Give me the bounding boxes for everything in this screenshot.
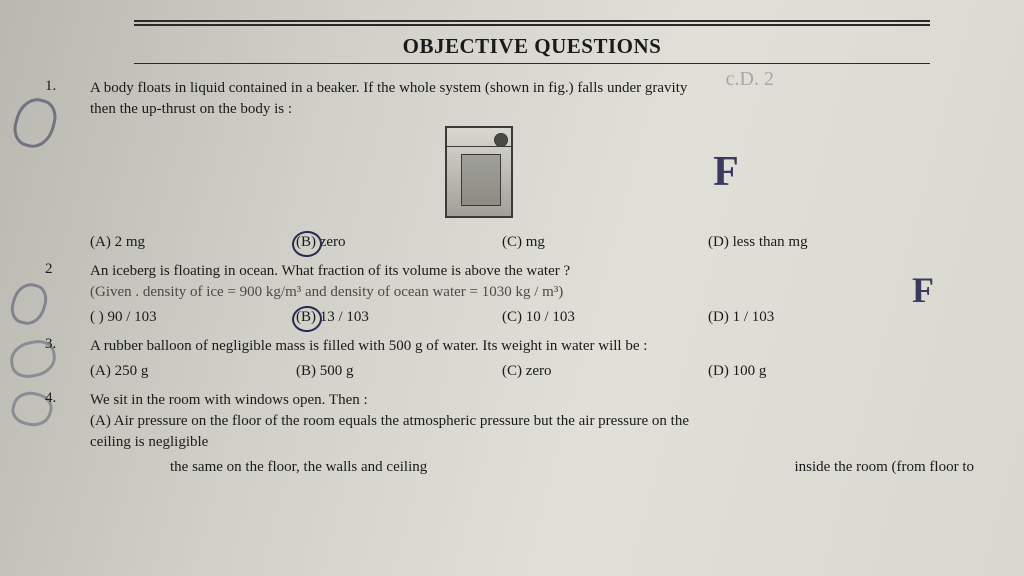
options-row: ( ) 90 / 103 (B) 13 / 103 (C) 10 / 103 (… <box>90 309 974 326</box>
section-heading: OBJECTIVE QUESTIONS <box>90 34 974 59</box>
option-d: (D) 100 g <box>708 363 914 380</box>
question-number: 2 <box>45 261 53 278</box>
question-line2: (A) Air pressure on the floor of the roo… <box>90 413 689 429</box>
options-row: (A) 250 g (B) 500 g (C) zero (D) 100 g <box>90 363 974 380</box>
option-b: (B) 13 / 103 <box>296 309 502 326</box>
liquid-line <box>447 146 511 147</box>
option-a: (A) 250 g <box>90 363 296 380</box>
pen-mark-icon <box>7 279 51 328</box>
options-row: (A) 2 mg (B) zero (C) mg (D) less than m… <box>90 234 974 251</box>
question-number: 1. <box>45 78 56 95</box>
pen-mark-icon <box>7 337 59 380</box>
question-line3: ceiling is negligible <box>90 434 208 450</box>
heading-underline <box>134 63 930 64</box>
question-line2: then the up-thrust on the body is : <box>90 101 292 117</box>
option-b: (B) 500 g <box>296 363 502 380</box>
question-text: We sit in the room with windows open. Th… <box>90 390 974 453</box>
question-1: 1. A body floats in liquid contained in … <box>90 78 974 251</box>
worksheet-page: OBJECTIVE QUESTIONS 1. A body floats in … <box>90 20 974 476</box>
pen-mark-icon <box>9 94 61 153</box>
question-3: 3. A rubber balloon of negligible mass i… <box>90 336 974 380</box>
question-line1: A body floats in liquid contained in a b… <box>90 80 687 96</box>
fragment-2: inside the room (from floor to <box>794 459 974 476</box>
handwritten-mark: F <box>912 269 934 311</box>
floating-body <box>461 154 501 206</box>
option-c: (C) 10 / 103 <box>502 309 708 326</box>
question-line2: (Given . density of ice = 900 kg/m³ and … <box>90 284 563 300</box>
handwritten-mark: F <box>713 148 739 196</box>
option-b: (B) zero <box>296 234 502 251</box>
fragment-row: the same on the floor, the walls and cei… <box>90 459 974 476</box>
option-d: (D) 1 / 103 <box>708 309 914 326</box>
question-line1: A rubber balloon of negligible mass is f… <box>90 338 647 354</box>
question-text: A body floats in liquid contained in a b… <box>90 78 974 120</box>
question-line1: An iceberg is floating in ocean. What fr… <box>90 263 570 279</box>
question-text: An iceberg is floating in ocean. What fr… <box>90 261 974 303</box>
question-2: 2 An iceberg is floating in ocean. What … <box>90 261 974 326</box>
question-4: 4. We sit in the room with windows open.… <box>90 390 974 476</box>
sun-icon <box>495 134 507 146</box>
fragment-1: the same on the floor, the walls and cei… <box>170 459 427 476</box>
option-a: (A) 2 mg <box>90 234 296 251</box>
option-c: (C) mg <box>502 234 708 251</box>
top-rule <box>134 20 930 26</box>
beaker-figure <box>445 126 513 218</box>
option-d: (D) less than mg <box>708 234 914 251</box>
scribble-mark: c.D. 2 <box>726 68 774 91</box>
option-c: (C) zero <box>502 363 708 380</box>
question-line1: We sit in the room with windows open. Th… <box>90 392 368 408</box>
question-text: A rubber balloon of negligible mass is f… <box>90 336 974 357</box>
option-a: ( ) 90 / 103 <box>90 309 296 326</box>
figure-row: F c.D. 2 <box>210 126 974 218</box>
